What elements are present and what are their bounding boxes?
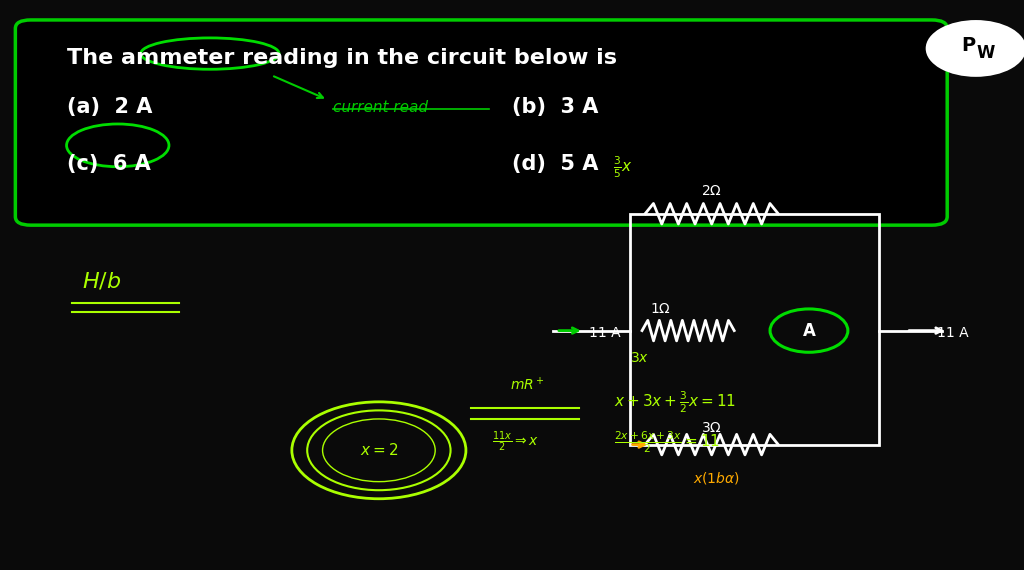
Text: $3\Omega$: $3\Omega$ <box>701 421 722 435</box>
Text: $mR^+$: $mR^+$ <box>510 376 545 393</box>
Text: $2\Omega$: $2\Omega$ <box>701 184 722 198</box>
Text: $x=2$: $x=2$ <box>359 442 398 458</box>
Text: The ammeter reading in the circuit below is: The ammeter reading in the circuit below… <box>67 48 616 68</box>
Text: 11 A: 11 A <box>589 327 621 340</box>
Text: P: P <box>962 36 976 55</box>
Text: $\frac{11x}{2} \Rightarrow x$: $\frac{11x}{2} \Rightarrow x$ <box>492 430 539 454</box>
Text: (c)  6 A: (c) 6 A <box>67 154 151 174</box>
FancyBboxPatch shape <box>15 20 947 225</box>
Text: (d)  5 A: (d) 5 A <box>512 154 598 174</box>
Text: $1\Omega$: $1\Omega$ <box>650 302 671 316</box>
Text: current read: current read <box>333 100 428 115</box>
Text: (b)  3 A: (b) 3 A <box>512 97 598 117</box>
Text: $x(1b\alpha)$: $x(1b\alpha)$ <box>693 470 740 486</box>
Text: $x + 3x + \frac{3}{2}x = 11$: $x + 3x + \frac{3}{2}x = 11$ <box>614 389 736 414</box>
Text: $3x$: $3x$ <box>631 351 649 365</box>
Text: 11 A: 11 A <box>937 327 969 340</box>
Text: $\frac{2x + 6x + 3x}{2} = 11$: $\frac{2x + 6x + 3x}{2} = 11$ <box>614 429 721 454</box>
Text: W: W <box>977 44 995 62</box>
Text: A: A <box>803 321 815 340</box>
Text: $H/b$: $H/b$ <box>82 271 121 292</box>
Text: (a)  2 A: (a) 2 A <box>67 97 152 117</box>
Text: $\frac{3}{5}x$: $\frac{3}{5}x$ <box>612 154 633 180</box>
Circle shape <box>927 21 1024 76</box>
